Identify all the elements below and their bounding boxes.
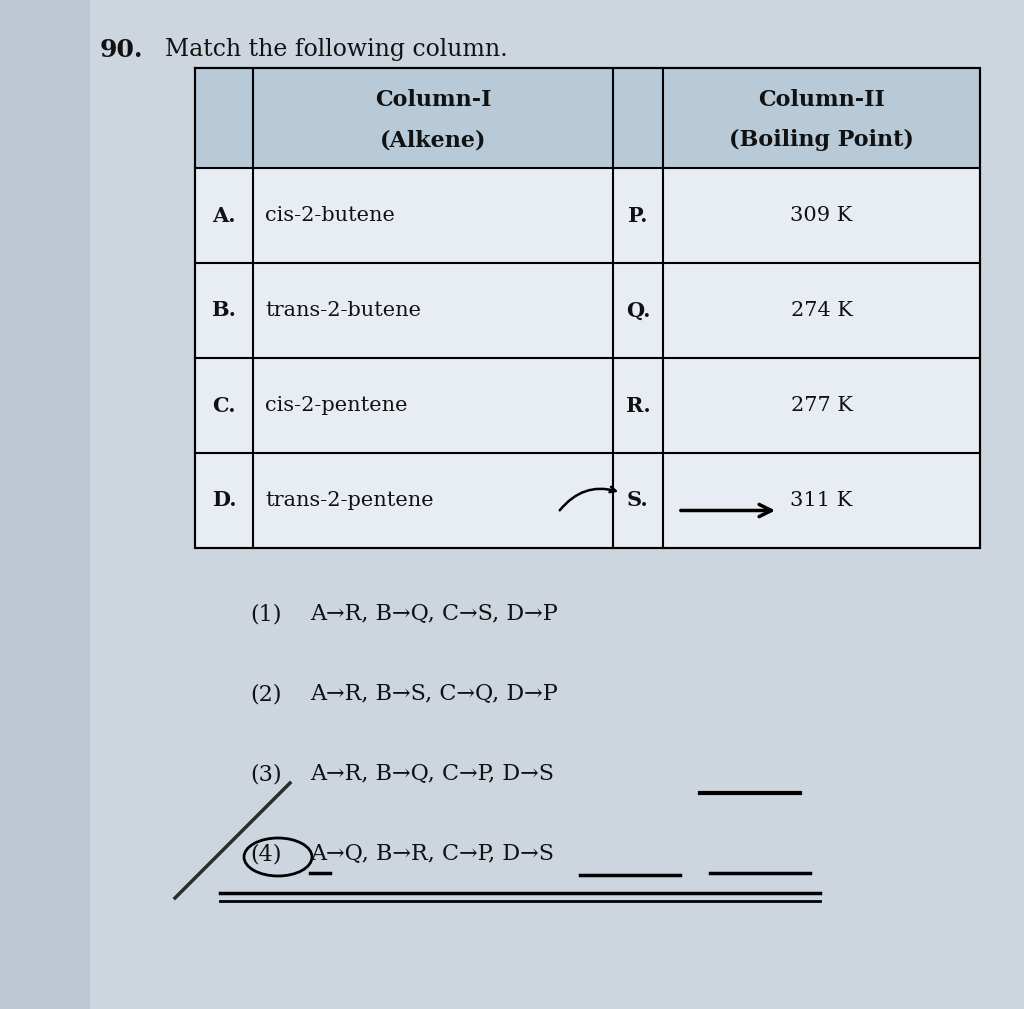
Text: cis-2-butene: cis-2-butene	[265, 206, 395, 225]
Text: (1): (1)	[250, 603, 282, 625]
Text: trans-2-pentene: trans-2-pentene	[265, 491, 433, 510]
Text: A→R, B→Q, C→S, D→P: A→R, B→Q, C→S, D→P	[310, 603, 558, 625]
Bar	[195, 453, 980, 548]
Text: 311 K: 311 K	[791, 491, 853, 510]
Text: A→R, B→Q, C→P, D→S: A→R, B→Q, C→P, D→S	[310, 763, 554, 785]
Text: S.: S.	[627, 490, 649, 511]
Text: A.: A.	[212, 206, 236, 225]
Text: trans-2-butene: trans-2-butene	[265, 301, 421, 320]
Text: B.: B.	[212, 301, 237, 321]
Text: A→R, B→S, C→Q, D→P: A→R, B→S, C→Q, D→P	[310, 683, 558, 705]
Text: (2): (2)	[250, 683, 282, 705]
Text: Column-II: Column-II	[758, 89, 885, 111]
Text: cis-2-pentene: cis-2-pentene	[265, 396, 408, 415]
Text: Column-I: Column-I	[375, 89, 492, 111]
Bar	[195, 263, 980, 358]
Text: D.: D.	[212, 490, 237, 511]
Text: 90.: 90.	[100, 38, 143, 62]
Text: (Boiling Point): (Boiling Point)	[729, 129, 914, 151]
Bar	[0, 0, 90, 1009]
Text: (4): (4)	[250, 843, 282, 865]
Text: (3): (3)	[250, 763, 282, 785]
Text: P.: P.	[629, 206, 648, 225]
Text: C.: C.	[212, 396, 236, 416]
Bar	[195, 358, 980, 453]
Text: 277 K: 277 K	[791, 396, 852, 415]
Text: 274 K: 274 K	[791, 301, 852, 320]
Bar	[195, 169, 980, 263]
Bar	[195, 68, 980, 169]
Text: 309 K: 309 K	[791, 206, 853, 225]
Text: (Alkene): (Alkene)	[380, 129, 486, 151]
Text: Q.: Q.	[626, 301, 650, 321]
Text: Match the following column.: Match the following column.	[165, 38, 508, 61]
Text: A→Q, B→R, C→P, D→S: A→Q, B→R, C→P, D→S	[310, 843, 554, 865]
Text: R.: R.	[626, 396, 650, 416]
